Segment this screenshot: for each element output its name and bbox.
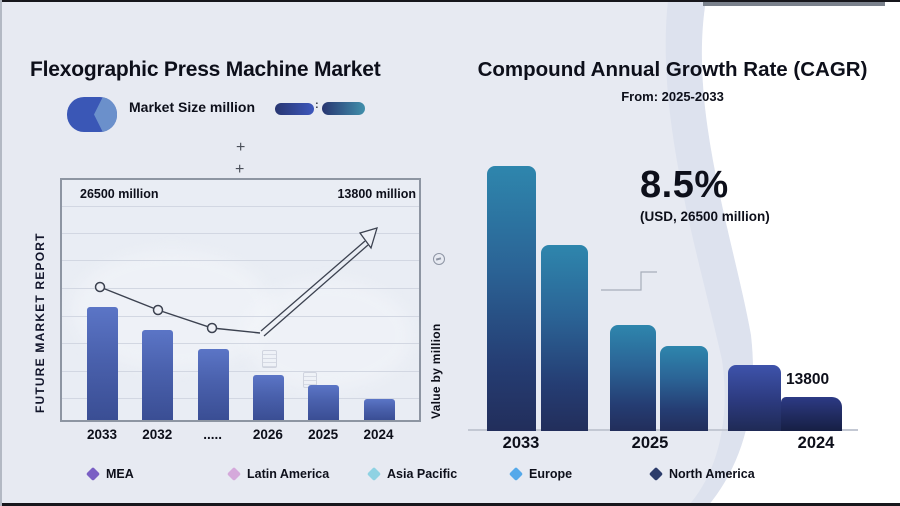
right-bar-2033-a [487, 166, 536, 431]
white-swoosh-shape [701, 0, 900, 506]
gridline [62, 233, 419, 234]
gridline [62, 206, 419, 207]
left-bar-..... [197, 349, 229, 420]
annotation-13800-million: 13800 million [337, 187, 416, 201]
ratio-pill-left-icon [275, 103, 314, 115]
legend-label: North America [669, 467, 755, 481]
right-bar-2033-b [541, 245, 588, 431]
annotation-26500-million: 26500 million [80, 187, 159, 201]
step-bracket-line [601, 271, 657, 291]
left-x-label: 2032 [142, 427, 173, 442]
europe-diamond-icon [508, 466, 524, 482]
left-section-title: Flexographic Press Machine Market [30, 58, 381, 81]
right-x-label: 2033 [502, 434, 540, 452]
value-axis-label: Value by million [429, 323, 443, 420]
left-x-label: 2026 [252, 427, 283, 442]
left-x-label: 2025 [308, 427, 339, 442]
right-bar-2025-b [660, 346, 708, 431]
plus-icon: + [236, 139, 246, 156]
callout-13800: 13800 [786, 371, 830, 388]
market-size-legend-label: Market Size million [129, 99, 256, 115]
line-marker-dot [94, 281, 106, 293]
future-market-report-watermark: FUTURE MARKET REPORT [33, 232, 47, 413]
left-xaxis: 2033 2032..... 2026 2025 2024 [62, 427, 422, 447]
declining-trend-line [99, 286, 261, 334]
cylinder-cap [94, 97, 117, 132]
trend-line-graphic [94, 227, 378, 337]
legend-label: Latin America [247, 467, 330, 481]
right-bar-2024-b [781, 397, 842, 431]
legend-item-mea: MEA [85, 466, 134, 482]
arrow-shaft-line [263, 244, 369, 337]
legend-item-europe: Europe [508, 466, 573, 482]
right-x-label: 2025 [631, 434, 669, 452]
cylinder-icon [67, 97, 117, 132]
left-bar-2026 [252, 375, 284, 420]
legend-label: Europe [529, 467, 573, 481]
top-notch-bar [703, 2, 885, 6]
bottom-border [0, 503, 900, 506]
gridline [62, 288, 419, 289]
left-bar-2033 [87, 307, 118, 420]
ratio-pill-right-icon [322, 102, 365, 115]
left-bar-2025 [308, 385, 340, 420]
top-border [0, 0, 900, 2]
gridline [62, 343, 419, 344]
right-bar-2025-a [610, 325, 656, 431]
minus-circle-icon [433, 253, 445, 265]
left-chart-panel [60, 178, 421, 422]
line-marker-dot [152, 304, 164, 316]
legend-label: MEA [106, 467, 134, 481]
left-x-label: 2033 [86, 427, 118, 442]
legend-item-north-america: North America [648, 466, 755, 482]
gridline [62, 398, 419, 399]
north-america-diamond-icon [648, 466, 664, 482]
asia-pacific-diamond-icon [366, 466, 382, 482]
legend-label: Asia Pacific [387, 467, 458, 481]
ghost-page-icon [262, 350, 277, 368]
gridline [62, 260, 419, 261]
right-x-label: 2024 [797, 434, 835, 452]
cagr-usd-note: (USD, 26500 million) [640, 209, 770, 224]
right-section-title: Compound Annual Growth Rate (CAGR) [477, 58, 868, 81]
left-x-label: ..... [203, 427, 222, 442]
arrow-head [358, 227, 378, 250]
legend-item-latin-america: Latin America [226, 466, 330, 482]
left-x-label: 2024 [363, 427, 394, 442]
line-marker-dot [206, 322, 218, 334]
mea-diamond-icon [85, 466, 101, 482]
left-border [0, 0, 2, 506]
ratio-separator: : [315, 99, 319, 111]
plus-icon: + [235, 161, 245, 178]
gridline [62, 316, 419, 317]
gridline [62, 371, 419, 372]
left-bar-2032 [142, 330, 174, 420]
left-bar-2024 [363, 399, 395, 420]
legend-item-asia-pacific: Asia Pacific [366, 466, 458, 482]
right-bar-2024-a [728, 365, 781, 431]
cagr-percentage: 8.5% [640, 164, 729, 206]
arrow-shaft-line [260, 240, 366, 332]
right-section-subtitle: From: 2025-2033 [621, 89, 724, 104]
latin-america-diamond-icon [226, 466, 242, 482]
